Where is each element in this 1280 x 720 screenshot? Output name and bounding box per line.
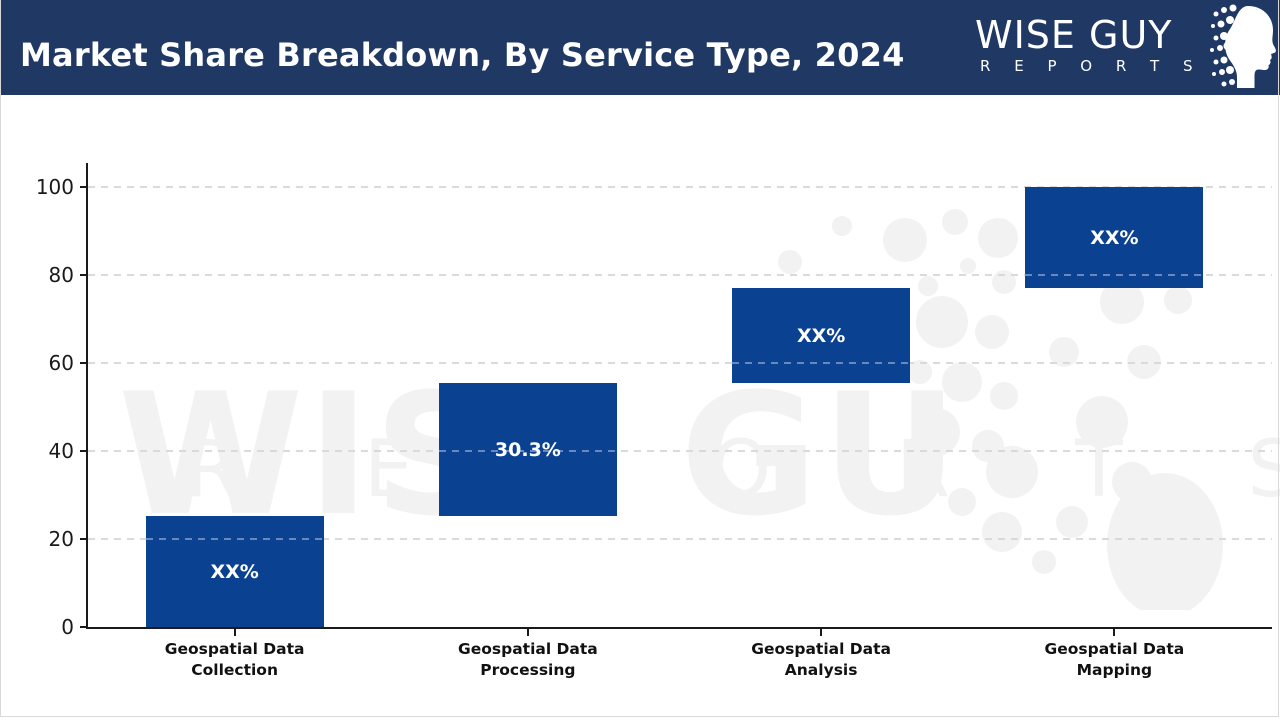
- logo-subtitle: R E P O R T S: [980, 57, 1202, 75]
- wiseguy-logo-wordmark: WISE GUY R E P O R T S: [975, 14, 1202, 75]
- y-tick-mark: [80, 538, 88, 541]
- bar-value-label: XX%: [1090, 226, 1139, 249]
- bar-segment: [1025, 187, 1204, 289]
- chart-area: WISE GU R E P O R T S 0 20 40 60 80 100 XX% Geo…: [0, 95, 1280, 720]
- gridline: [88, 450, 1272, 453]
- x-category-label: Geospatial Data Analysis: [751, 640, 891, 679]
- y-tick-mark: [80, 362, 88, 365]
- bar-segment: [145, 516, 324, 627]
- x-axis-line: [86, 627, 1272, 629]
- x-tick-mark: [526, 629, 529, 636]
- page-title: Market Share Breakdown, By Service Type,…: [20, 36, 905, 74]
- gridline-over-bar: [732, 362, 911, 365]
- logo-head-icon: [1210, 4, 1276, 88]
- bar-value-label: XX%: [210, 560, 259, 583]
- x-category-label: Geospatial Data Processing: [458, 640, 598, 679]
- y-tick-mark: [80, 450, 88, 453]
- x-tick-mark: [820, 629, 823, 636]
- y-tick-mark: [80, 186, 88, 189]
- y-tick-mark: [80, 626, 88, 628]
- header-bar: Market Share Breakdown, By Service Type,…: [0, 0, 1280, 95]
- y-axis-line: [86, 163, 88, 629]
- x-category-label: Geospatial Data Collection: [164, 640, 305, 679]
- gridline: [88, 538, 1272, 541]
- gridline: [88, 362, 1272, 365]
- x-tick-mark: [233, 629, 236, 636]
- bar-value-label: XX%: [796, 324, 846, 347]
- y-tick-label: 20: [48, 527, 74, 552]
- gridline-over-bar: [1025, 274, 1204, 277]
- y-tick-label: 40: [48, 439, 74, 464]
- watermark-dots-icon: [778, 209, 1223, 610]
- x-tick-mark: [1113, 629, 1116, 636]
- gridline-over-bar: [438, 450, 617, 453]
- bar-segment: [438, 382, 617, 517]
- y-tick-label: 0: [61, 615, 74, 639]
- gridline: [88, 186, 1272, 189]
- x-category-label: Geospatial Data Mapping: [1044, 640, 1185, 679]
- y-tick-label: 80: [48, 263, 74, 288]
- bar-segment: [732, 288, 911, 383]
- bar-value-label: 30.3%: [494, 438, 561, 461]
- gridline: [88, 274, 1272, 277]
- y-tick-label: 60: [48, 351, 74, 376]
- logo-name: WISE GUY: [975, 13, 1173, 57]
- y-tick-mark: [80, 274, 88, 277]
- gridline-over-bar: [145, 538, 324, 541]
- y-tick-label: 100: [35, 175, 74, 200]
